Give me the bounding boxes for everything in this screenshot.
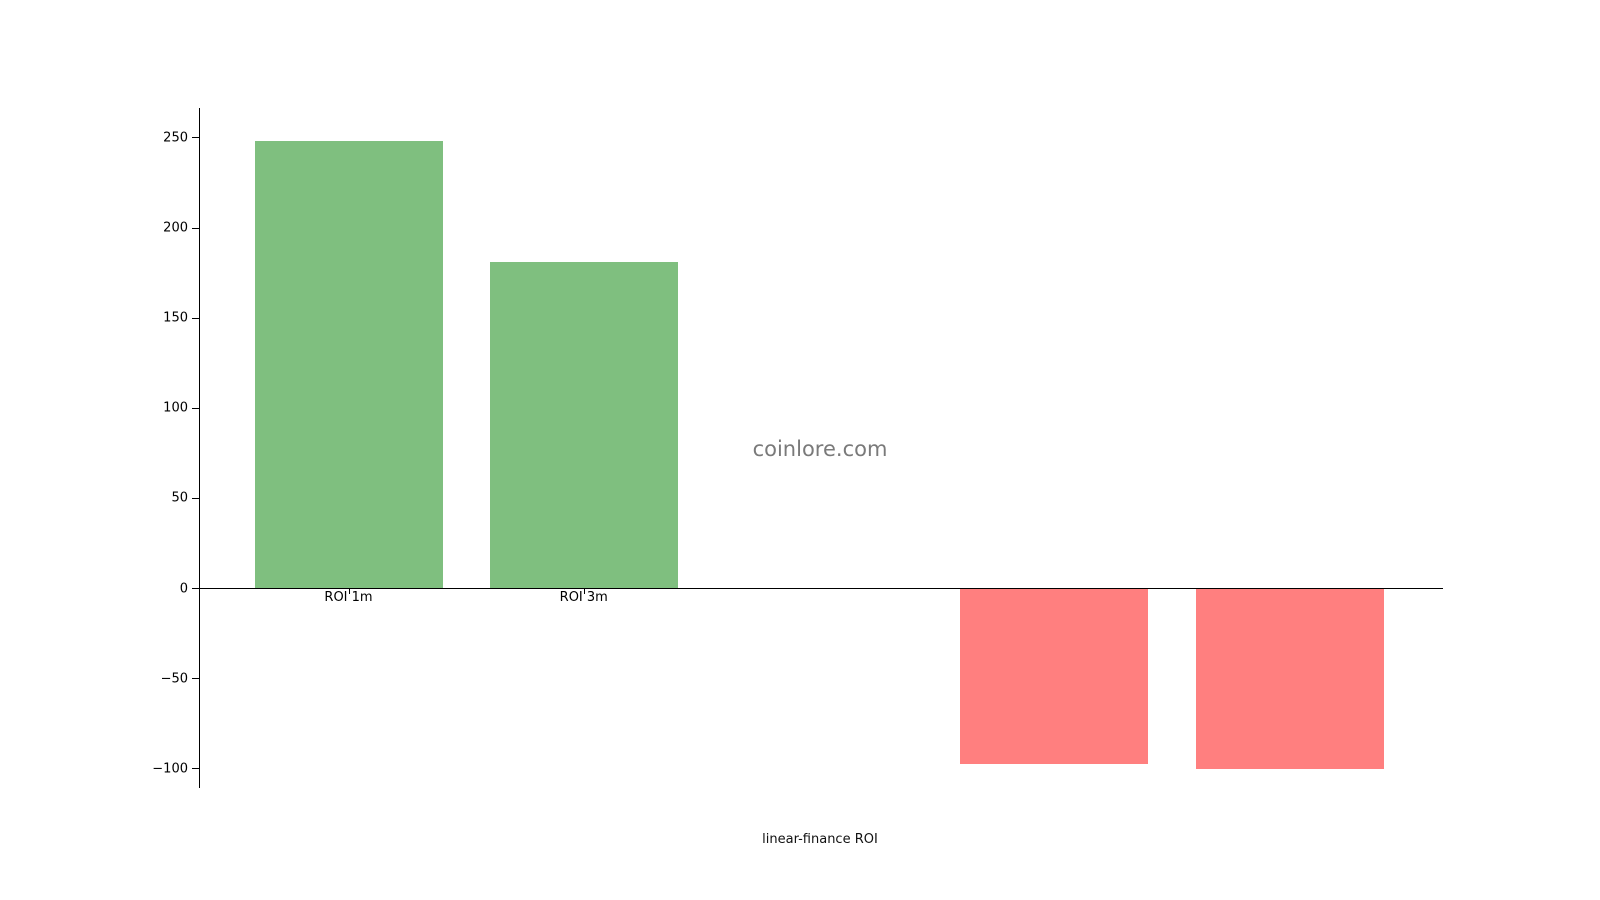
x-tick-mark xyxy=(583,589,585,594)
bar-roi-3m xyxy=(489,261,678,588)
y-tick-mark xyxy=(192,497,199,499)
x-tick-label: ROI 3m xyxy=(559,590,608,605)
y-tick-label: 250 xyxy=(163,130,188,146)
y-tick-mark xyxy=(192,317,199,319)
y-tick-mark xyxy=(192,407,199,409)
y-tick-label: 0 xyxy=(179,581,188,596)
bar-unlabeled-4 xyxy=(1195,589,1384,770)
x-tick-mark xyxy=(348,589,350,594)
y-tick-label: −100 xyxy=(152,761,188,777)
y-tick-label: 50 xyxy=(171,490,188,506)
bar-unlabeled-3 xyxy=(960,589,1149,764)
y-tick-mark xyxy=(192,227,199,229)
bar-roi-1m xyxy=(254,141,443,588)
y-tick-label: 200 xyxy=(163,220,188,236)
y-tick-label: 150 xyxy=(163,310,188,326)
y-tick-label: −50 xyxy=(160,671,188,687)
y-tick-mark xyxy=(192,588,199,589)
y-tick-mark xyxy=(192,137,199,139)
y-tick-mark xyxy=(192,678,199,680)
y-axis-line xyxy=(199,108,200,788)
x-tick-label: ROI 1m xyxy=(324,590,373,605)
chart-title: linear-finance ROI xyxy=(762,832,878,847)
y-tick-label: 100 xyxy=(163,400,188,416)
watermark-text: coinlore.com xyxy=(752,437,888,461)
x-axis-line xyxy=(199,588,1443,589)
y-tick-mark xyxy=(192,768,199,770)
